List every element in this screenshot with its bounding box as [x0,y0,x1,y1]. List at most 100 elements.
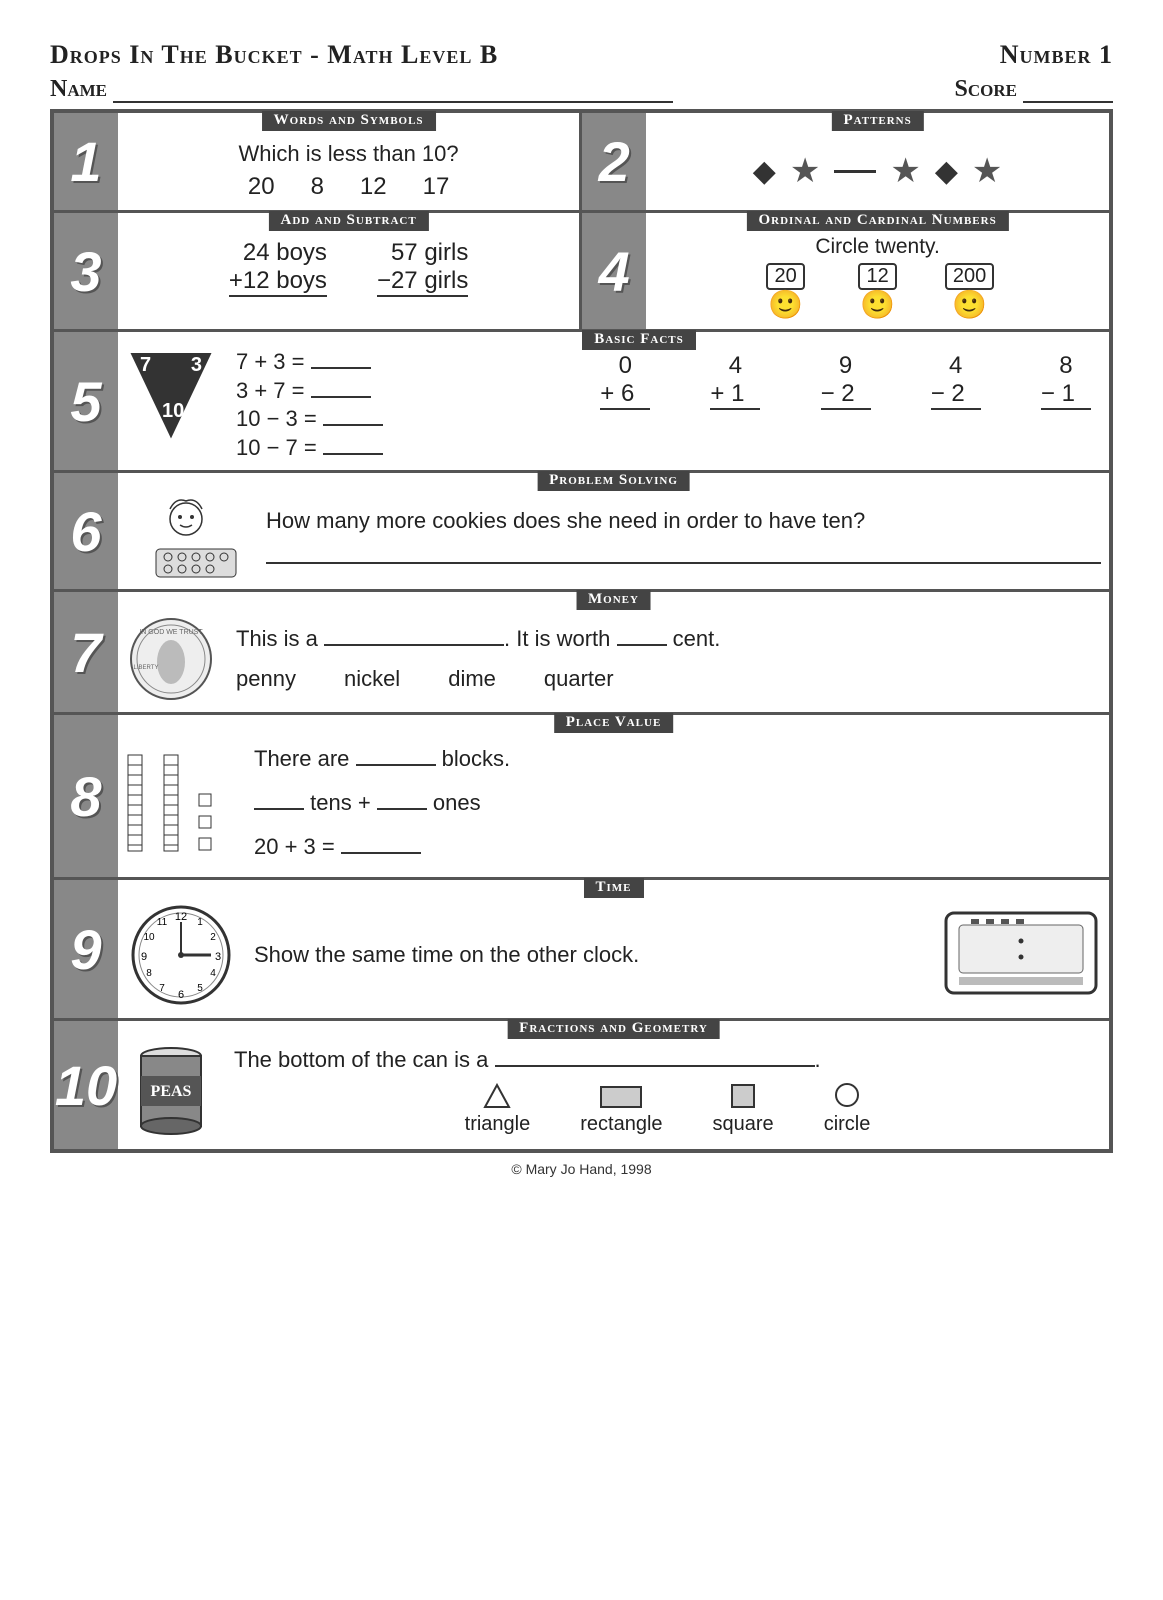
number-1: 1 [54,113,118,210]
vertical-problem[interactable]: 9− 2 [821,352,871,418]
q5a-cell: 7 3 10 7 + 3 = 3 + 7 = 10 − 3 = 10 − 7 = [118,332,582,470]
pattern-blank[interactable] [834,170,876,173]
answer-line[interactable] [266,562,1101,564]
svg-text:5: 5 [197,983,203,994]
svg-text:12: 12 [175,911,187,923]
digital-clock-icon[interactable] [941,905,1101,1005]
number-6: 6 [54,473,118,589]
label-words-symbols: Words and Symbols [262,111,436,131]
score-field: Score [955,76,1113,103]
vertical-problem[interactable]: 4+ 1 [710,352,760,418]
star-icon: ★ [972,151,1002,191]
q2-cell: Patterns ◆ ★ ★ ◆ ★ [646,113,1109,210]
svg-text:11: 11 [157,917,168,928]
q7-option[interactable]: penny [236,666,296,692]
q10-option-triangle[interactable]: triangle [465,1083,531,1136]
vertical-problem[interactable]: 4− 2 [931,352,981,418]
child-icon: 🙂 [952,288,987,321]
q3-problem-girls: 57 girls −27 girls [377,239,468,297]
star-icon: ★ [890,151,920,191]
number-2: 2 [582,113,646,210]
q10-option-circle[interactable]: circle [824,1081,871,1136]
number-9: 9 [54,880,118,1018]
star-icon: ★ [790,151,820,191]
label-patterns: Patterns [831,111,923,131]
q9-cell: Time 12 3 6 9 1 2 4 5 7 8 10 11 [118,880,1109,1018]
label-basic-facts: Basic Facts [582,330,696,350]
q7-cell: Money IN GOD WE TRUST LIBERTY This is a … [118,592,1109,712]
number-5: 5 [54,332,118,470]
q5b-cell: Basic Facts 0+ 6 4+ 1 9− 2 4− 2 8− 1 [582,332,1109,470]
analog-clock-icon: 12 3 6 9 1 2 4 5 7 8 10 11 [126,900,236,1010]
label-place-value: Place Value [554,713,674,733]
peas-can-icon: PEAS [126,1041,216,1141]
svg-text:IN GOD WE TRUST: IN GOD WE TRUST [139,629,203,636]
svg-text:4: 4 [210,968,216,979]
q6-cell: Problem Solving How many more cookies do… [118,473,1109,589]
sum-blank[interactable] [341,852,421,854]
vertical-problem[interactable]: 0+ 6 [600,352,650,418]
q7-option[interactable]: nickel [344,666,400,692]
label-problem-solving: Problem Solving [537,471,690,491]
fact-triangle: 7 3 10 [126,348,216,448]
child-icon: 🙂 [860,288,895,321]
diamond-icon: ◆ [753,154,776,189]
number-8: 8 [54,715,118,877]
svg-text:6: 6 [178,989,184,1001]
q10-option-square[interactable]: square [713,1083,774,1136]
copyright: © Mary Jo Hand, 1998 [50,1161,1113,1177]
svg-text:8: 8 [146,968,152,979]
q7-option[interactable]: quarter [544,666,614,692]
svg-text:10: 10 [143,932,155,943]
q4-cell: Ordinal and Cardinal Numbers Circle twen… [646,213,1109,329]
svg-text:PEAS: PEAS [151,1083,192,1100]
q1-option[interactable]: 8 [311,173,324,201]
q10-option-rectangle[interactable]: rectangle [580,1085,662,1136]
worksheet-title: Drops In The Bucket - Math Level B [50,40,498,70]
coin-value-blank[interactable] [617,644,667,646]
q9-prompt: Show the same time on the other clock. [254,942,923,968]
svg-text:9: 9 [141,951,147,963]
q4-sign[interactable]: 20🙂 [757,263,815,321]
name-field: Name [50,76,673,103]
svg-text:3: 3 [215,951,221,963]
q1-option[interactable]: 17 [423,173,450,201]
q8-cell: Place Value There are blocks. tens + one… [118,715,1109,877]
base-ten-blocks [126,753,214,853]
svg-text:1: 1 [197,917,203,928]
worksheet-number: Number 1 [1000,40,1113,70]
label-ordinal-cardinal: Ordinal and Cardinal Numbers [746,211,1008,231]
child-icon: 🙂 [768,288,803,321]
q10-cell: Fractions and Geometry PEAS The bottom o… [118,1021,1109,1149]
svg-text:LIBERTY: LIBERTY [134,665,159,671]
tens-blank[interactable] [254,808,304,810]
q3-cell: Add and Subtract 24 boys +12 boys 57 gir… [118,213,582,329]
number-7: 7 [54,592,118,712]
q1-option[interactable]: 20 [248,173,275,201]
vertical-problem[interactable]: 8− 1 [1041,352,1091,418]
q6-prompt: How many more cookies does she need in o… [266,508,1101,534]
girl-cookies-icon [126,491,246,581]
fact-family: 7 + 3 = 3 + 7 = 10 − 3 = 10 − 7 = [236,348,383,462]
number-10: 10 [54,1021,118,1149]
ones-blank[interactable] [377,808,427,810]
q4-sign[interactable]: 200🙂 [941,263,999,321]
q1-cell: Words and Symbols Which is less than 10?… [118,113,582,210]
svg-text:7: 7 [159,983,165,994]
q7-option[interactable]: dime [448,666,496,692]
number-4: 4 [582,213,646,329]
worksheet-grid: 1 Words and Symbols Which is less than 1… [50,109,1113,1153]
label-money: Money [576,590,651,610]
diamond-icon: ◆ [935,154,958,189]
svg-text:2: 2 [210,932,216,943]
q3-problem-boys: 24 boys +12 boys [229,239,327,297]
shape-answer-blank[interactable] [495,1065,815,1067]
q4-sign[interactable]: 12🙂 [849,263,907,321]
q1-option[interactable]: 12 [360,173,387,201]
total-blocks-blank[interactable] [356,764,436,766]
penny-icon: IN GOD WE TRUST LIBERTY [126,614,216,704]
number-3: 3 [54,213,118,329]
label-time: Time [583,878,643,898]
label-add-subtract: Add and Subtract [269,211,429,231]
coin-name-blank[interactable] [324,644,504,646]
